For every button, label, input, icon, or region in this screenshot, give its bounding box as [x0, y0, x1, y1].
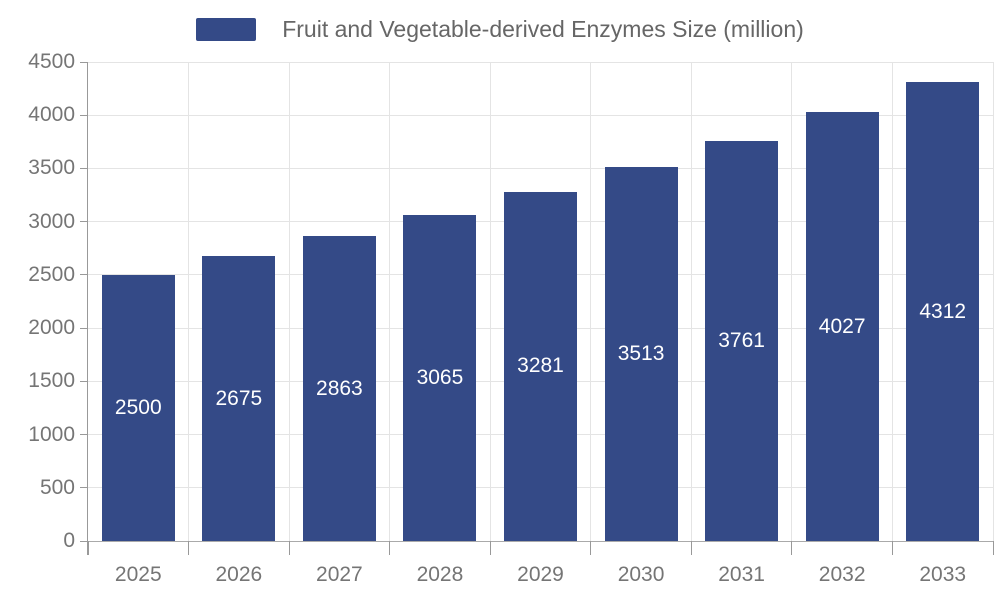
x-gridline — [791, 62, 793, 541]
x-axis-tick — [489, 541, 491, 555]
bar-value-label-2033: 4312 — [919, 299, 967, 323]
x-tick-label-2026: 2026 — [215, 563, 263, 586]
y-axis-tick — [80, 327, 88, 329]
bar-2032[interactable]: 4027 — [805, 112, 879, 541]
bar-value-label-2025: 2500 — [114, 395, 162, 419]
y-axis-tick — [80, 114, 88, 116]
x-axis-tick — [690, 541, 692, 555]
bar-2031[interactable]: 3761 — [705, 140, 779, 541]
y-axis-tick — [80, 380, 88, 382]
y-tick-label: 1500 — [28, 369, 75, 393]
x-axis-line — [80, 541, 993, 542]
x-axis-tick — [87, 541, 89, 555]
x-gridline — [690, 62, 692, 541]
bar-2028[interactable]: 3065 — [403, 214, 477, 541]
x-tick-label-2032: 2032 — [818, 563, 866, 586]
x-tick-label-2025: 2025 — [114, 563, 162, 586]
bar-value-label-2026: 2675 — [215, 386, 263, 410]
legend-label: Fruit and Vegetable-derived Enzymes Size… — [282, 16, 804, 42]
bar-value-label-2030: 3513 — [617, 342, 665, 366]
y-axis-tick — [80, 487, 88, 489]
bar-value-label-2032: 4027 — [818, 314, 866, 338]
y-gridline — [88, 167, 993, 169]
x-gridline — [590, 62, 592, 541]
y-tick-label: 3000 — [28, 209, 75, 233]
bar-2027[interactable]: 2863 — [302, 236, 376, 541]
x-gridline — [992, 62, 994, 541]
plot-area: 0 500 1000 1500 2000 2500 3000 3500 4000 4500 2025… — [28, 50, 994, 586]
x-axis-tick — [389, 541, 391, 555]
y-tick-label: 0 — [63, 529, 75, 552]
bar-value-label-2029: 3281 — [517, 354, 564, 378]
x-gridline — [489, 62, 491, 541]
legend[interactable]: Fruit and Vegetable-derived Enzymes Size… — [0, 18, 1000, 41]
y-tick-label: 2500 — [28, 262, 75, 286]
y-axis-tick — [80, 167, 88, 169]
y-gridline — [88, 61, 993, 63]
x-tick-label-2030: 2030 — [617, 563, 665, 586]
y-tick-label: 500 — [39, 475, 75, 499]
y-axis-tick — [80, 221, 88, 223]
x-axis-tick — [992, 541, 994, 555]
y-tick-label: 3500 — [28, 156, 75, 180]
x-axis-tick — [590, 541, 592, 555]
x-gridline — [188, 62, 190, 541]
x-tick-label-2029: 2029 — [517, 563, 564, 586]
x-gridline — [288, 62, 290, 541]
y-tick-label: 4000 — [28, 103, 75, 127]
x-tick-label-2033: 2033 — [919, 563, 967, 586]
x-tick-label-2031: 2031 — [718, 563, 765, 586]
x-axis-tick — [791, 541, 793, 555]
bar-2026[interactable]: 2675 — [202, 256, 276, 541]
legend-swatch — [196, 18, 257, 41]
bar-value-label-2027: 2863 — [316, 376, 363, 400]
y-axis-tick — [80, 61, 88, 63]
x-tick-label-2028: 2028 — [416, 563, 464, 586]
y-axis-tick — [80, 540, 88, 542]
x-tick-label-2027: 2027 — [316, 563, 363, 586]
x-gridline — [891, 62, 893, 541]
x-axis-tick — [288, 541, 290, 555]
bar-value-label-2031: 3761 — [718, 328, 765, 352]
bar-2029[interactable]: 3281 — [504, 191, 577, 541]
y-axis-tick — [80, 434, 88, 436]
y-tick-label: 4500 — [28, 50, 75, 73]
bar-2033[interactable]: 4312 — [906, 82, 980, 541]
y-axis-tick — [80, 274, 88, 276]
bar-2025[interactable]: 2500 — [101, 274, 175, 541]
y-axis-line — [87, 62, 88, 555]
y-tick-label: 1000 — [28, 422, 75, 446]
y-gridline — [88, 114, 993, 116]
x-axis-tick — [188, 541, 190, 555]
y-tick-label: 2000 — [28, 316, 75, 340]
bar-2030[interactable]: 3513 — [604, 167, 678, 541]
x-axis-tick — [891, 541, 893, 555]
x-gridline — [389, 62, 391, 541]
bar-value-label-2028: 3065 — [416, 365, 464, 389]
